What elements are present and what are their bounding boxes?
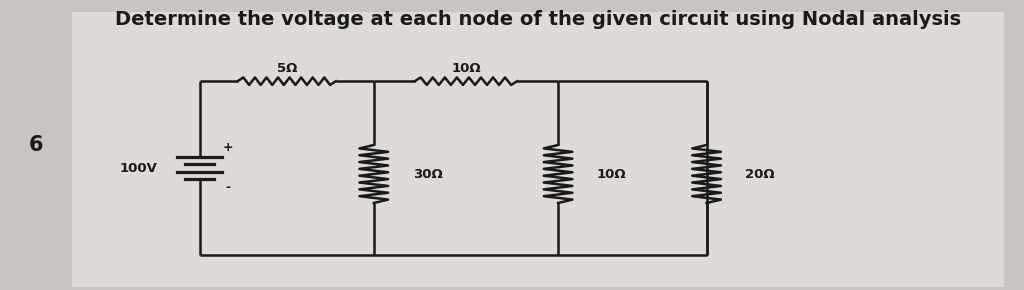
Text: Determine the voltage at each node of the given circuit using Nodal analysis: Determine the voltage at each node of th… <box>115 10 961 29</box>
Text: 30Ω: 30Ω <box>413 168 442 180</box>
Text: +: + <box>223 141 233 154</box>
Text: -: - <box>225 181 231 194</box>
Text: 20Ω: 20Ω <box>745 168 775 180</box>
Text: 10Ω: 10Ω <box>597 168 627 180</box>
Text: 5Ω: 5Ω <box>276 62 297 75</box>
Text: 10Ω: 10Ω <box>452 62 480 75</box>
Text: 100V: 100V <box>120 162 157 175</box>
Text: 6: 6 <box>29 135 43 155</box>
